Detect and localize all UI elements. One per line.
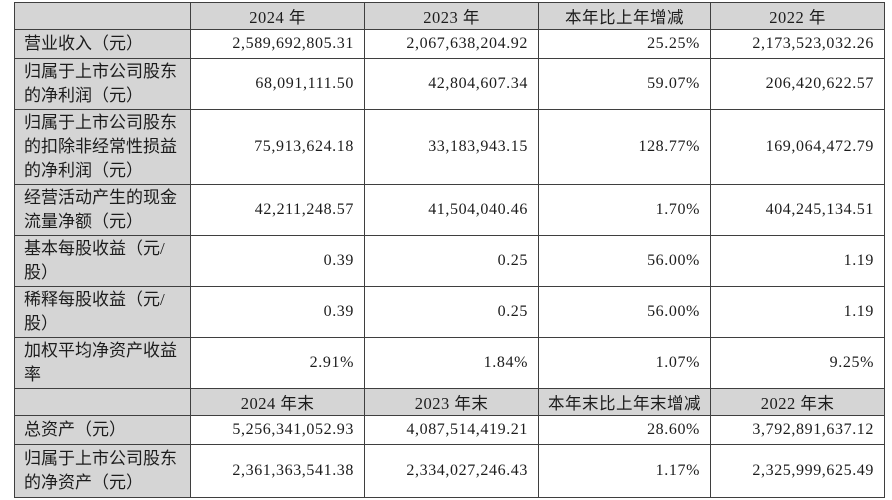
period-header-2022-end: 2022 年末	[710, 388, 885, 416]
row-net-profit-2022: 206,420,622.57	[710, 58, 885, 110]
row-operating-cash-flow-change: 1.70%	[538, 184, 711, 236]
row-revenue: 营业收入（元） 2,589,692,805.31 2,067,638,204.9…	[14, 29, 885, 59]
row-basic-eps-2024: 0.39	[190, 235, 365, 287]
row-net-profit-2024: 68,091,111.50	[190, 58, 365, 110]
row-diluted-eps-2023: 0.25	[364, 286, 539, 338]
row-revenue-change: 25.25%	[538, 29, 711, 59]
row-basic-eps-change: 56.00%	[538, 235, 711, 287]
row-total-assets-2022: 3,792,891,637.12	[710, 415, 885, 445]
row-net-profit-deducted-2023: 33,183,943.15	[364, 109, 539, 185]
period-header-row: 2024 年末 2023 年末 本年末比上年末增减 2022 年末	[14, 388, 885, 416]
row-net-assets-label: 归属于上市公司股东 的净资产（元）	[14, 444, 191, 498]
row-operating-cash-flow: 经营活动产生的现金 流量净额（元） 42,211,248.57 41,504,0…	[14, 184, 885, 236]
row-operating-cash-flow-2024: 42,211,248.57	[190, 184, 365, 236]
row-net-assets-2023: 2,334,027,246.43	[364, 444, 539, 498]
row-net-profit-2023: 42,804,607.34	[364, 58, 539, 110]
row-diluted-eps-2022: 1.19	[710, 286, 885, 338]
row-net-profit-deducted-2024: 75,913,624.18	[190, 109, 365, 185]
period-header-2023-end: 2023 年末	[364, 388, 539, 416]
row-diluted-eps: 稀释每股收益（元/ 股） 0.39 0.25 56.00% 1.19	[14, 286, 885, 338]
row-net-profit-change: 59.07%	[538, 58, 711, 110]
period-header-end-change: 本年末比上年末增减	[538, 388, 711, 416]
row-basic-eps-2023: 0.25	[364, 235, 539, 287]
annual-header-row: 2024 年 2023 年 本年比上年增减 2022 年	[14, 2, 885, 30]
row-weighted-avg-roe-change: 1.07%	[538, 337, 711, 389]
row-revenue-2023: 2,067,638,204.92	[364, 29, 539, 59]
annual-header-2024: 2024 年	[190, 2, 365, 30]
row-total-assets: 总资产（元） 5,256,341,052.93 4,087,514,419.21…	[14, 415, 885, 445]
row-diluted-eps-label: 稀释每股收益（元/ 股）	[14, 286, 191, 338]
annual-header-2022: 2022 年	[710, 2, 885, 30]
row-basic-eps-label: 基本每股收益（元/ 股）	[14, 235, 191, 287]
row-net-profit: 归属于上市公司股东 的净利润（元） 68,091,111.50 42,804,6…	[14, 58, 885, 110]
row-weighted-avg-roe-2022: 9.25%	[710, 337, 885, 389]
row-weighted-avg-roe-2023: 1.84%	[364, 337, 539, 389]
row-total-assets-2023: 4,087,514,419.21	[364, 415, 539, 445]
row-revenue-2024: 2,589,692,805.31	[190, 29, 365, 59]
annual-header-empty-cell	[14, 2, 191, 30]
row-weighted-avg-roe-label: 加权平均净资产收益 率	[14, 337, 191, 389]
row-weighted-avg-roe-2024: 2.91%	[190, 337, 365, 389]
row-net-profit-deducted-change: 128.77%	[538, 109, 711, 185]
row-diluted-eps-change: 56.00%	[538, 286, 711, 338]
row-net-profit-deducted: 归属于上市公司股东 的扣除非经常性损益 的净利润（元） 75,913,624.1…	[14, 109, 885, 185]
row-weighted-avg-roe: 加权平均净资产收益 率 2.91% 1.84% 1.07% 9.25%	[14, 337, 885, 389]
row-total-assets-2024: 5,256,341,052.93	[190, 415, 365, 445]
annual-header-yoy-change: 本年比上年增减	[538, 2, 711, 30]
annual-header-2023: 2023 年	[364, 2, 539, 30]
row-net-profit-deducted-label: 归属于上市公司股东 的扣除非经常性损益 的净利润（元）	[14, 109, 191, 185]
row-net-profit-label: 归属于上市公司股东 的净利润（元）	[14, 58, 191, 110]
row-revenue-2022: 2,173,523,032.26	[710, 29, 885, 59]
row-operating-cash-flow-2023: 41,504,040.46	[364, 184, 539, 236]
row-net-assets-change: 1.17%	[538, 444, 711, 498]
row-basic-eps-2022: 1.19	[710, 235, 885, 287]
row-diluted-eps-2024: 0.39	[190, 286, 365, 338]
row-basic-eps: 基本每股收益（元/ 股） 0.39 0.25 56.00% 1.19	[14, 235, 885, 287]
row-net-profit-deducted-2022: 169,064,472.79	[710, 109, 885, 185]
row-revenue-label: 营业收入（元）	[14, 29, 191, 59]
financial-summary-table: 2024 年 2023 年 本年比上年增减 2022 年 营业收入（元） 2,5…	[14, 2, 885, 498]
row-operating-cash-flow-2022: 404,245,134.51	[710, 184, 885, 236]
row-net-assets-2022: 2,325,999,625.49	[710, 444, 885, 498]
row-total-assets-label: 总资产（元）	[14, 415, 191, 445]
period-header-2024-end: 2024 年末	[190, 388, 365, 416]
row-net-assets-2024: 2,361,363,541.38	[190, 444, 365, 498]
row-net-assets: 归属于上市公司股东 的净资产（元） 2,361,363,541.38 2,334…	[14, 444, 885, 498]
row-total-assets-change: 28.60%	[538, 415, 711, 445]
period-header-empty-cell	[14, 388, 191, 416]
row-operating-cash-flow-label: 经营活动产生的现金 流量净额（元）	[14, 184, 191, 236]
